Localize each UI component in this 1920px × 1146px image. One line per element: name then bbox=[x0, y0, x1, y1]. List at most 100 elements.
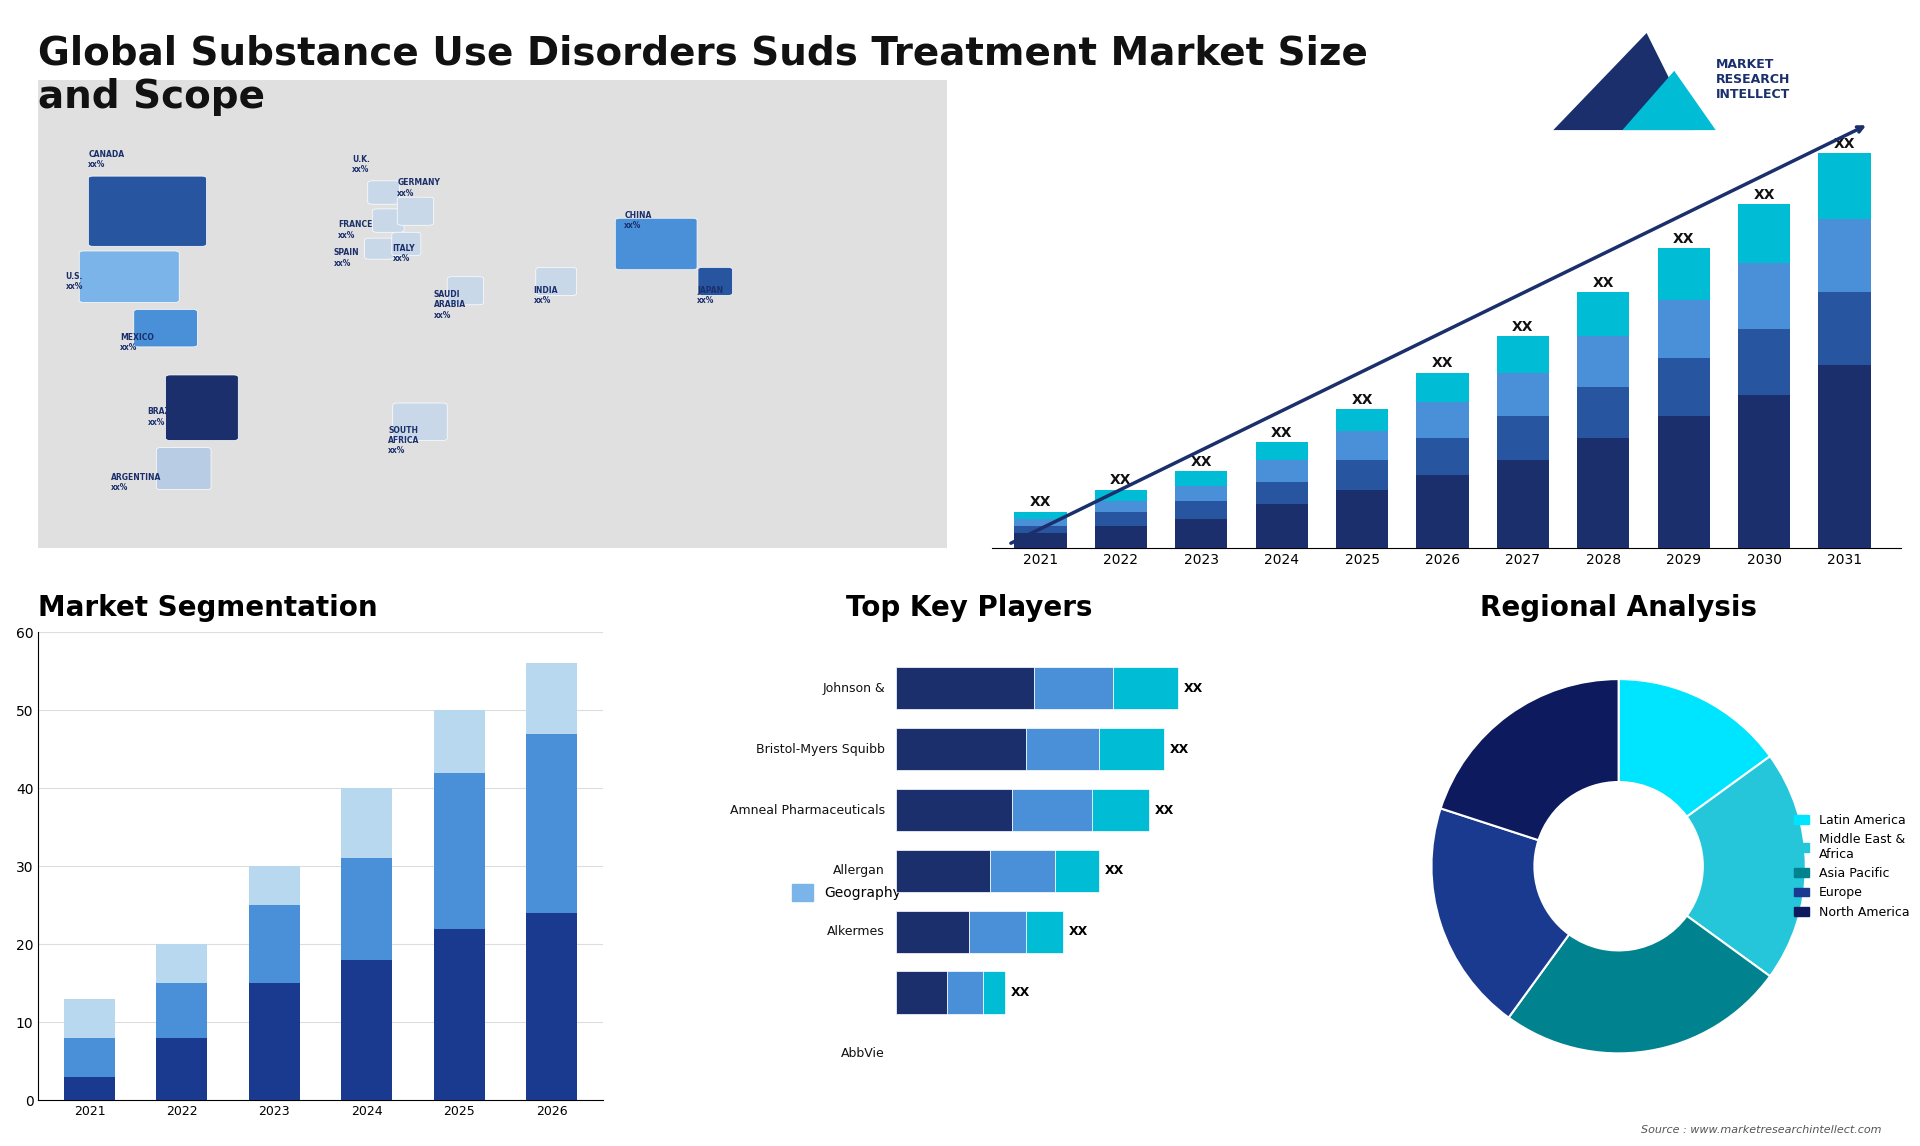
Text: Alkermes: Alkermes bbox=[828, 925, 885, 939]
Text: XX: XX bbox=[1753, 188, 1774, 203]
Bar bbox=[1417, 439, 1469, 474]
Bar bbox=[1576, 439, 1630, 548]
Bar bbox=[526, 733, 578, 913]
Polygon shape bbox=[1553, 33, 1695, 131]
FancyBboxPatch shape bbox=[536, 267, 576, 296]
Polygon shape bbox=[1622, 71, 1716, 131]
Bar bbox=[897, 728, 1027, 770]
Bar bbox=[1012, 790, 1092, 831]
Bar bbox=[250, 983, 300, 1100]
Bar bbox=[1014, 511, 1068, 519]
Text: ARGENTINA
xx%: ARGENTINA xx% bbox=[111, 473, 161, 493]
Bar bbox=[434, 711, 484, 772]
Text: XX: XX bbox=[1432, 356, 1453, 370]
Bar bbox=[1114, 667, 1179, 709]
FancyBboxPatch shape bbox=[365, 238, 394, 259]
Bar bbox=[434, 772, 484, 928]
Text: XX: XX bbox=[1185, 682, 1204, 694]
Bar bbox=[897, 972, 947, 1013]
Bar bbox=[1657, 358, 1711, 416]
Bar bbox=[1498, 416, 1549, 461]
Bar bbox=[526, 913, 578, 1100]
Bar bbox=[1094, 511, 1146, 526]
Bar bbox=[1818, 219, 1870, 292]
Bar bbox=[1738, 329, 1789, 394]
FancyBboxPatch shape bbox=[157, 447, 211, 489]
Bar bbox=[157, 944, 207, 983]
Text: SOUTH
AFRICA
xx%: SOUTH AFRICA xx% bbox=[388, 425, 420, 455]
Bar bbox=[1576, 336, 1630, 387]
Bar bbox=[1498, 372, 1549, 416]
Bar bbox=[1498, 461, 1549, 548]
Text: JAPAN
xx%: JAPAN xx% bbox=[697, 285, 724, 305]
Text: XX: XX bbox=[1169, 743, 1188, 755]
FancyBboxPatch shape bbox=[79, 251, 179, 303]
Text: XX: XX bbox=[1104, 864, 1123, 878]
Text: CANADA
xx%: CANADA xx% bbox=[88, 150, 125, 170]
FancyBboxPatch shape bbox=[699, 267, 733, 296]
Bar bbox=[250, 905, 300, 983]
FancyBboxPatch shape bbox=[369, 181, 399, 204]
Text: XX: XX bbox=[1834, 138, 1855, 151]
Text: CHINA
xx%: CHINA xx% bbox=[624, 211, 651, 230]
Text: Source : www.marketresearchintellect.com: Source : www.marketresearchintellect.com bbox=[1642, 1124, 1882, 1135]
FancyBboxPatch shape bbox=[165, 375, 238, 440]
Text: MARKET
RESEARCH
INTELLECT: MARKET RESEARCH INTELLECT bbox=[1716, 58, 1789, 101]
Bar bbox=[526, 664, 578, 733]
Bar bbox=[1417, 372, 1469, 402]
Text: Allergan: Allergan bbox=[833, 864, 885, 878]
Text: SAUDI
ARABIA
xx%: SAUDI ARABIA xx% bbox=[434, 290, 467, 320]
Bar bbox=[1014, 526, 1068, 533]
Text: XX: XX bbox=[1592, 276, 1615, 290]
Bar bbox=[1092, 790, 1150, 831]
Bar bbox=[1256, 442, 1308, 461]
FancyBboxPatch shape bbox=[447, 276, 484, 305]
Title: Top Key Players: Top Key Players bbox=[847, 594, 1092, 621]
Bar bbox=[63, 999, 115, 1038]
FancyBboxPatch shape bbox=[614, 218, 697, 269]
Text: XX: XX bbox=[1029, 495, 1052, 509]
FancyBboxPatch shape bbox=[372, 209, 403, 233]
Text: XX: XX bbox=[1156, 803, 1175, 817]
Bar bbox=[342, 858, 392, 960]
Text: XX: XX bbox=[1010, 986, 1029, 999]
Bar bbox=[1336, 409, 1388, 431]
Bar bbox=[1738, 394, 1789, 548]
Bar bbox=[1056, 850, 1098, 892]
Text: Amneal Pharmaceuticals: Amneal Pharmaceuticals bbox=[730, 803, 885, 817]
Bar bbox=[1336, 431, 1388, 461]
Bar bbox=[1498, 336, 1549, 372]
Text: BRAZIL
xx%: BRAZIL xx% bbox=[148, 407, 179, 426]
Bar bbox=[1657, 299, 1711, 358]
Bar bbox=[897, 667, 1033, 709]
Bar bbox=[1027, 911, 1062, 952]
FancyBboxPatch shape bbox=[397, 197, 434, 226]
Legend: Latin America, Middle East &
Africa, Asia Pacific, Europe, North America: Latin America, Middle East & Africa, Asi… bbox=[1789, 809, 1914, 924]
Wedge shape bbox=[1619, 680, 1770, 817]
Text: SPAIN
xx%: SPAIN xx% bbox=[334, 249, 359, 268]
Bar bbox=[1818, 292, 1870, 366]
Bar bbox=[157, 983, 207, 1038]
FancyBboxPatch shape bbox=[88, 176, 207, 246]
Text: XX: XX bbox=[1110, 473, 1131, 487]
Bar bbox=[1818, 366, 1870, 548]
Bar bbox=[947, 972, 983, 1013]
Wedge shape bbox=[1688, 756, 1807, 976]
Bar bbox=[1094, 489, 1146, 501]
Bar bbox=[1027, 728, 1098, 770]
Bar bbox=[983, 972, 1004, 1013]
Bar bbox=[342, 788, 392, 858]
Bar bbox=[63, 1038, 115, 1077]
Text: XX: XX bbox=[1672, 233, 1695, 246]
FancyBboxPatch shape bbox=[392, 233, 420, 256]
Bar bbox=[342, 960, 392, 1100]
Bar bbox=[250, 866, 300, 905]
Text: XX: XX bbox=[1068, 925, 1087, 939]
Bar bbox=[1657, 416, 1711, 548]
Text: AbbVie: AbbVie bbox=[841, 1047, 885, 1060]
Text: MEXICO
xx%: MEXICO xx% bbox=[121, 332, 154, 352]
Text: Bristol-Myers Squibb: Bristol-Myers Squibb bbox=[756, 743, 885, 755]
Bar bbox=[1738, 262, 1789, 329]
Bar bbox=[1014, 533, 1068, 548]
Bar bbox=[1256, 504, 1308, 548]
